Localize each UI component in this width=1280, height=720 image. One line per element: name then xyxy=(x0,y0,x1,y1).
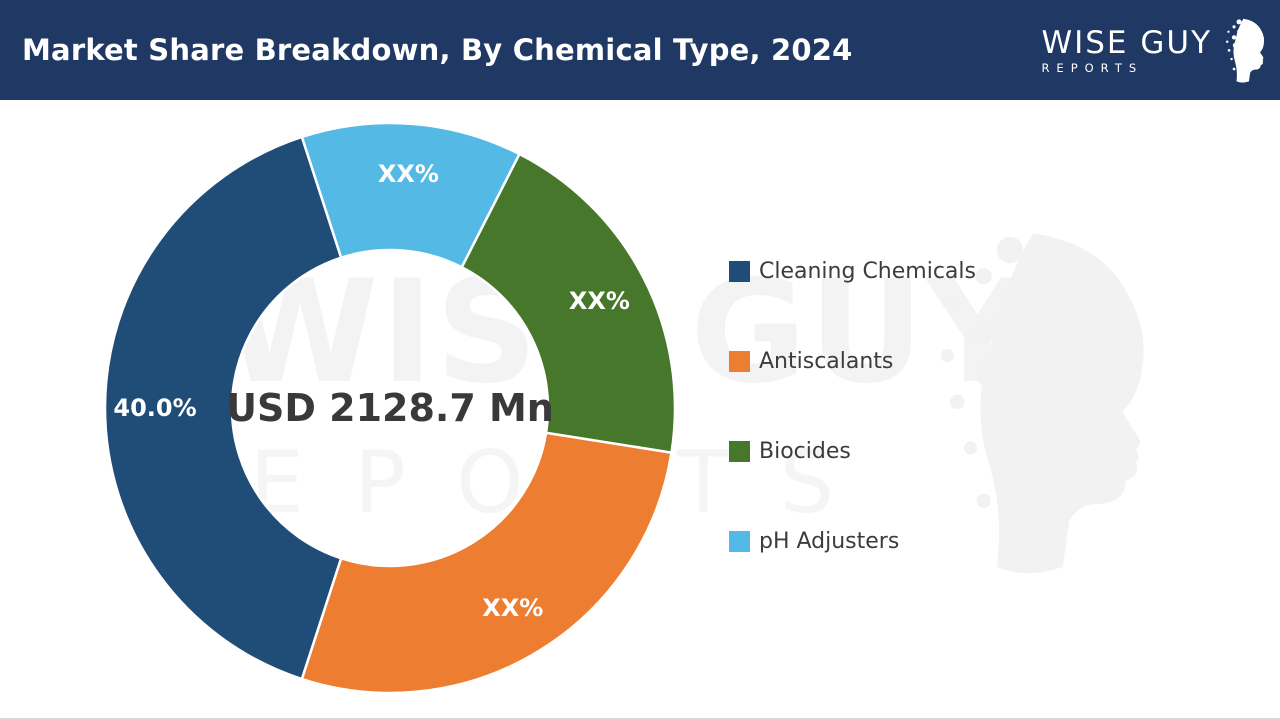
chart-center-value: USD 2128.7 Mn xyxy=(226,386,554,430)
legend-item-cleaning-chemicals: Cleaning Chemicals xyxy=(729,258,976,284)
slice-value-label-cleaning-chemicals: 40.0% xyxy=(113,394,197,422)
donut-chart xyxy=(103,121,677,695)
header-bar: Market Share Breakdown, By Chemical Type… xyxy=(0,0,1280,100)
donut-segment-1 xyxy=(300,431,673,695)
brand-logo: WISE GUY REPORTS xyxy=(1041,8,1270,94)
legend-label: pH Adjusters xyxy=(759,528,900,554)
donut-segment-0 xyxy=(103,135,343,681)
logo-line1: WISE GUY xyxy=(1041,24,1212,61)
donut-segment-3 xyxy=(300,121,521,269)
logo-face-icon xyxy=(1225,18,1265,83)
chart-legend: Cleaning Chemicals Antiscalants Biocides… xyxy=(729,259,976,619)
legend-swatch-biocides xyxy=(729,440,750,462)
legend-swatch-cleaning-chemicals xyxy=(729,260,750,282)
slice-value-label-ph-adjusters: XX% xyxy=(377,159,439,188)
page-title: Market Share Breakdown, By Chemical Type… xyxy=(22,33,853,67)
logo-line2: REPORTS xyxy=(1041,60,1144,75)
legend-swatch-antiscalants xyxy=(729,350,750,372)
chart-area: WISE GUY REPORTS 40.0% XX% XX% XX% USD 2… xyxy=(0,100,1280,720)
legend-item-ph-adjusters: pH Adjusters xyxy=(729,528,976,554)
legend-label: Antiscalants xyxy=(759,348,894,374)
legend-label: Biocides xyxy=(759,438,851,464)
legend-swatch-ph-adjusters xyxy=(729,530,750,552)
legend-item-biocides: Biocides xyxy=(729,438,976,464)
legend-item-antiscalants: Antiscalants xyxy=(729,348,976,374)
slice-value-label-antiscalants: XX% xyxy=(482,594,544,623)
logo-wordmark: WISE GUY REPORTS xyxy=(1041,24,1212,75)
donut-segment-2 xyxy=(460,152,677,454)
legend-label: Cleaning Chemicals xyxy=(759,258,976,284)
slice-value-label-biocides: XX% xyxy=(568,287,630,316)
